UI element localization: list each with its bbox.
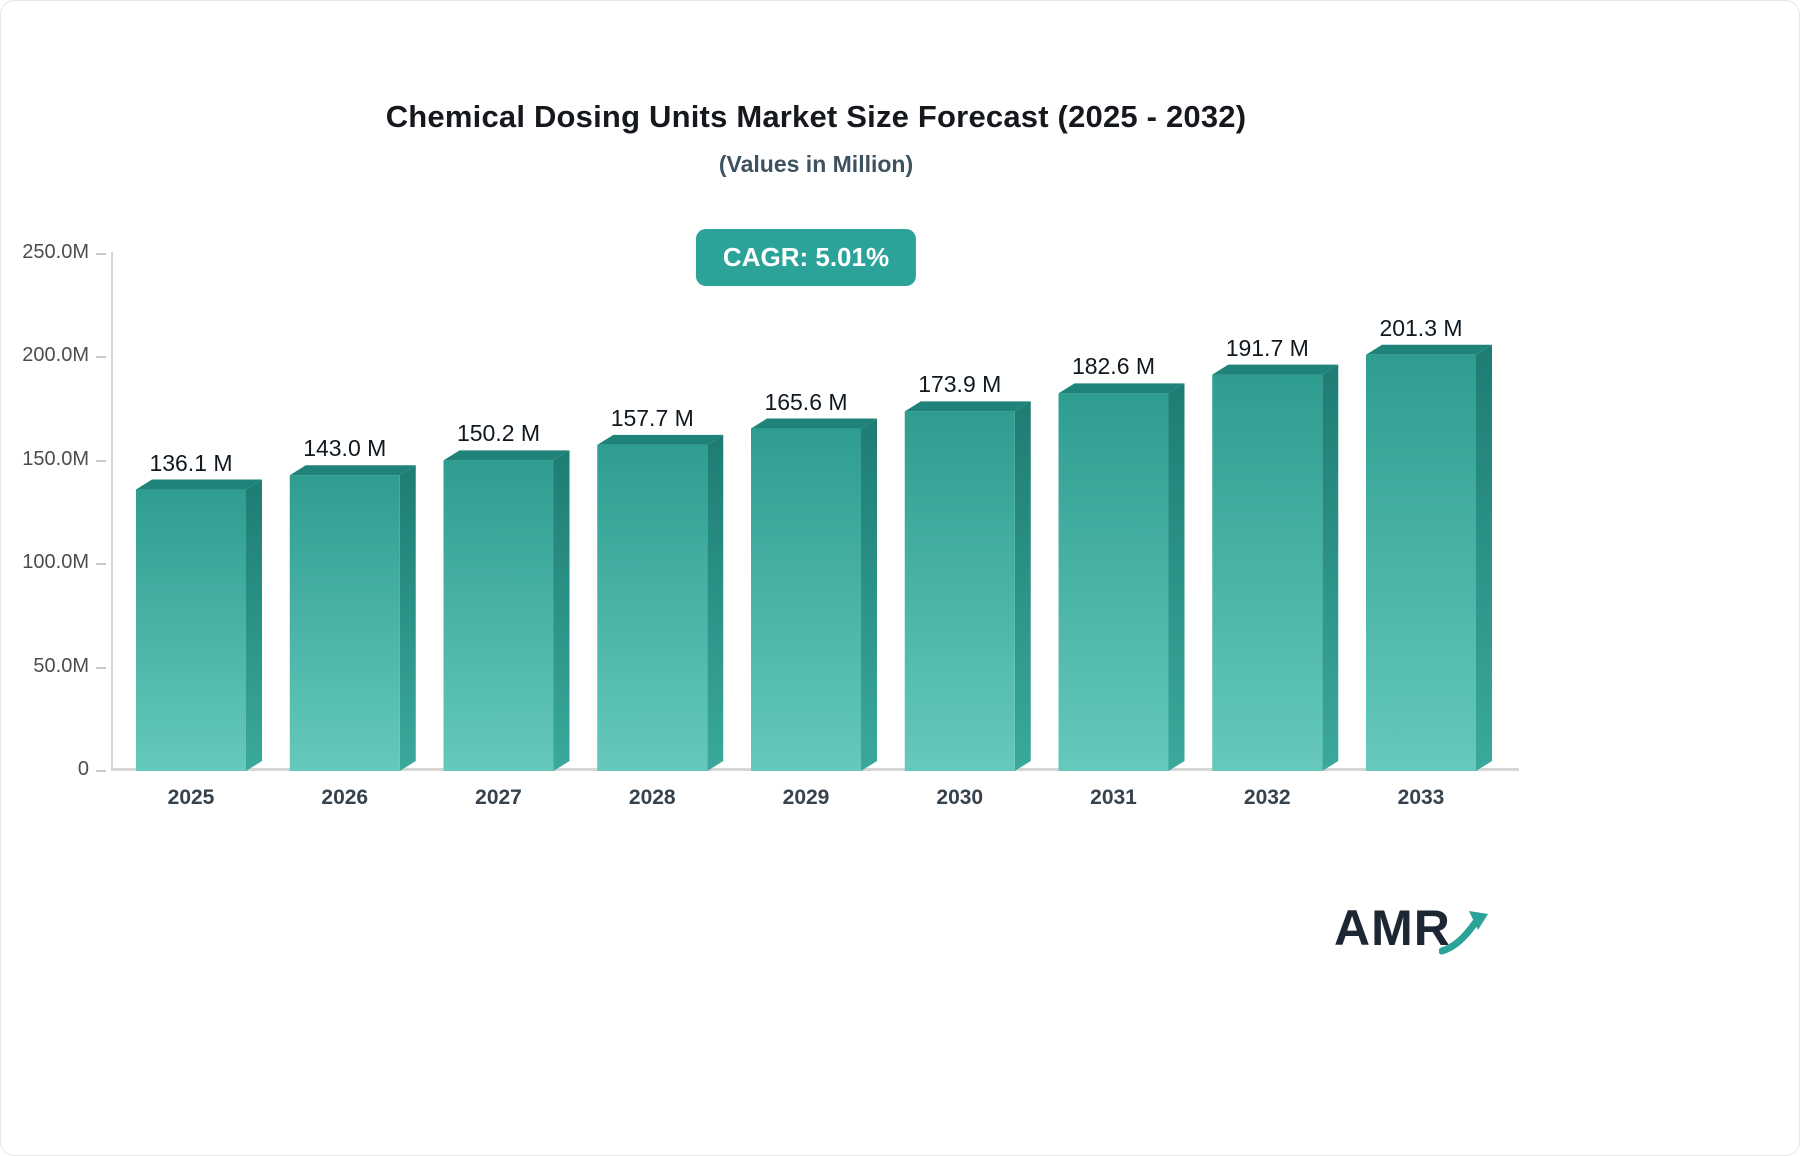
bar-2026 — [289, 465, 416, 771]
bar-2031 — [1058, 383, 1185, 771]
x-axis-label: 2030 — [936, 786, 984, 809]
x-axis-label: 2031 — [1090, 786, 1137, 809]
chart-subtitle: (Values in Million) — [718, 151, 914, 177]
bar-2032 — [1212, 364, 1339, 771]
bar-value-label: 165.6 M — [764, 388, 848, 415]
y-tick-label: 150.0M — [22, 447, 89, 470]
x-axis-label: 2028 — [628, 786, 676, 809]
x-axis-label: 2033 — [1397, 786, 1445, 809]
y-tick-mark — [96, 770, 106, 772]
amr-logo: AMR — [1334, 899, 1489, 957]
logo-arrow-icon — [1438, 911, 1488, 955]
bar-value-label: 136.1 M — [149, 449, 233, 476]
chart-title: Chemical Dosing Units Market Size Foreca… — [385, 99, 1247, 134]
y-tick-mark — [96, 459, 106, 462]
y-tick-label: 200.0M — [22, 344, 89, 367]
y-tick-mark — [96, 253, 106, 255]
bar-2027 — [443, 450, 570, 771]
x-axis-label: 2032 — [1243, 786, 1291, 809]
x-axis-label: 2029 — [782, 786, 830, 809]
x-axis-label: 2027 — [475, 786, 522, 809]
y-tick-mark — [96, 563, 106, 566]
y-tick-label: 50.0M — [33, 654, 89, 677]
y-tick-label: 100.0M — [22, 551, 89, 574]
bar-2025 — [136, 479, 262, 771]
bar-2028 — [597, 434, 724, 771]
y-tick-label: 0 — [77, 758, 89, 780]
y-tick-mark — [96, 666, 106, 669]
bar-2029 — [751, 418, 877, 771]
bar-2033 — [1366, 344, 1492, 771]
amr-logo-text: AMR — [1334, 900, 1451, 956]
bar-value-label: 191.7 M — [1225, 334, 1309, 361]
y-tick-label: 250.0M — [22, 241, 89, 263]
bar-value-label: 150.2 M — [456, 420, 541, 447]
bar-value-label: 201.3 M — [1379, 314, 1463, 341]
bar-value-label: 143.0 M — [303, 435, 387, 462]
y-tick-mark — [96, 356, 106, 359]
bar-value-label: 182.6 M — [1071, 353, 1156, 380]
bar-2030 — [904, 401, 1031, 771]
bars-svg — [136, 344, 1492, 771]
x-axis-label: 2026 — [321, 786, 369, 809]
cagr-badge: CAGR: 5.01% — [695, 229, 917, 286]
x-axis-label: 2025 — [167, 786, 215, 809]
bar-value-label: 157.7 M — [610, 404, 694, 431]
bar-value-label: 173.9 M — [918, 371, 1002, 398]
